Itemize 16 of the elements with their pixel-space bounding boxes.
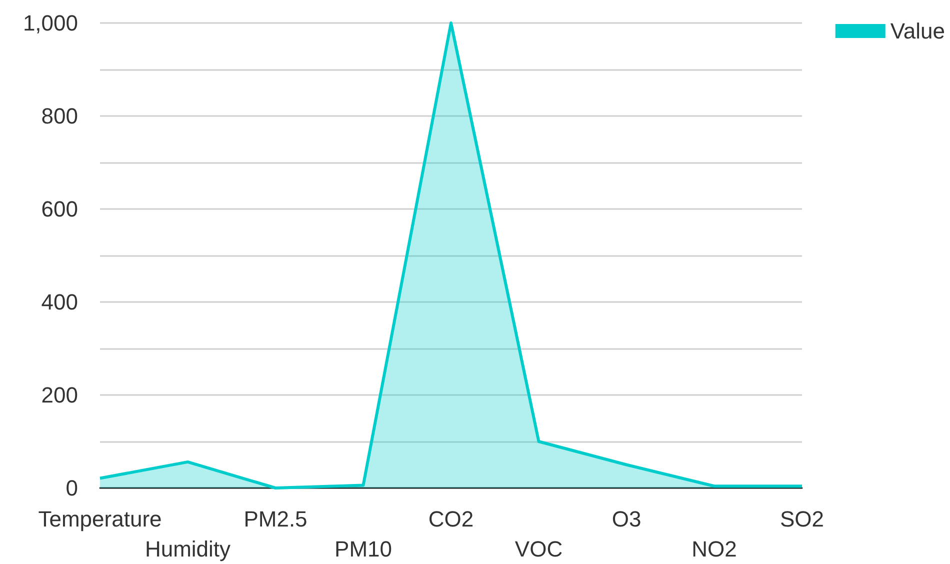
x-tick-label: Humidity [144,536,231,562]
y-tick-label: 200 [41,382,78,408]
x-tick-label: NO2 [692,536,737,562]
y-tick-label: 1,000 [22,10,78,36]
y-tick-label: 0 [66,476,78,500]
y-tick-label: 600 [41,196,78,222]
x-tick-label: PM10 [334,536,392,562]
x-tick-label: Temperature [38,506,162,532]
x-tick-label: PM2.5 [244,506,308,532]
y-tick-label: 400 [41,290,78,314]
x-tick-label: SO2 [780,506,824,532]
legend-label: Value [890,18,946,44]
x-tick-label: VOC [514,536,563,562]
x-tick-label: CO2 [428,506,474,532]
y-tick-label: 800 [41,104,78,128]
x-tick-label: O3 [612,506,642,532]
